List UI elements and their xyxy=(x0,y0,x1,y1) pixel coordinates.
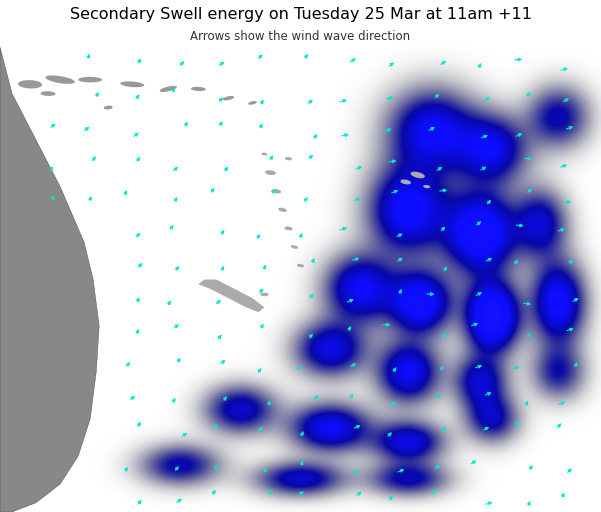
Polygon shape xyxy=(198,280,264,312)
Ellipse shape xyxy=(18,80,42,89)
Ellipse shape xyxy=(410,172,425,178)
Ellipse shape xyxy=(248,101,257,105)
Ellipse shape xyxy=(222,96,234,100)
Ellipse shape xyxy=(400,179,411,184)
Text: Arrows show the wind wave direction: Arrows show the wind wave direction xyxy=(191,30,410,43)
Ellipse shape xyxy=(297,264,304,267)
Ellipse shape xyxy=(104,105,112,110)
Text: Secondary Swell energy on Tuesday 25 Mar at 11am +11: Secondary Swell energy on Tuesday 25 Mar… xyxy=(70,7,531,22)
Ellipse shape xyxy=(159,87,177,91)
Ellipse shape xyxy=(261,153,267,156)
Ellipse shape xyxy=(265,170,276,175)
Ellipse shape xyxy=(121,80,144,89)
Ellipse shape xyxy=(284,226,293,230)
Ellipse shape xyxy=(423,185,430,188)
Ellipse shape xyxy=(191,86,206,92)
Ellipse shape xyxy=(79,76,102,83)
Ellipse shape xyxy=(272,189,281,194)
Ellipse shape xyxy=(41,91,55,96)
Ellipse shape xyxy=(278,208,287,212)
Ellipse shape xyxy=(45,76,75,83)
Ellipse shape xyxy=(260,292,269,296)
Ellipse shape xyxy=(285,157,292,160)
Ellipse shape xyxy=(291,245,298,249)
Polygon shape xyxy=(0,47,99,512)
